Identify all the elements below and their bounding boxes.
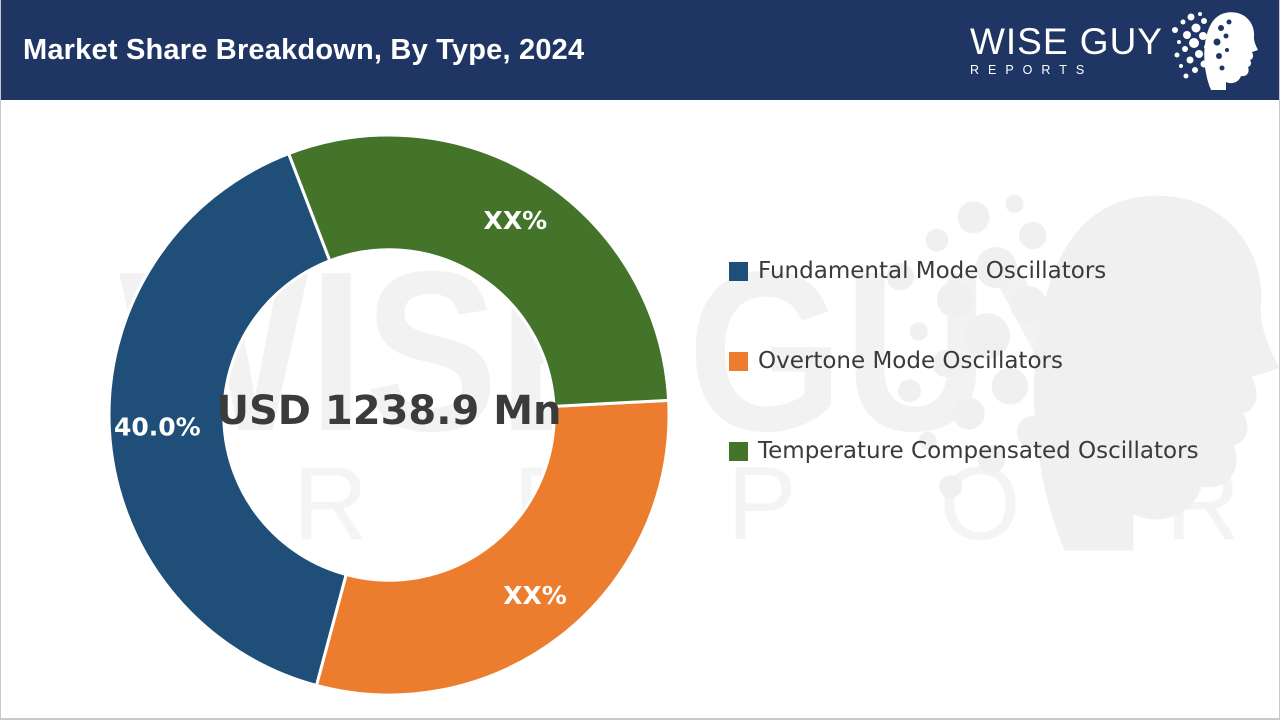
- donut-chart: 40.0% XX% XX%: [107, 133, 671, 697]
- pie-segment-2: [315, 398, 671, 697]
- legend-swatch: [729, 351, 748, 371]
- legend-label: Overtone Mode Oscillators: [758, 348, 1063, 374]
- legend-item: Fundamental Mode Oscillators: [729, 257, 1199, 285]
- logo-text-block: WISE GUY REPORTS: [970, 23, 1163, 77]
- wiseguy-logo: WISE GUY REPORTS: [970, 10, 1261, 90]
- legend-swatch: [729, 261, 748, 281]
- legend-swatch: [729, 441, 748, 461]
- logo-wordmark: WISE GUY: [969, 21, 1163, 62]
- chart-legend: Fundamental Mode Oscillators Overtone Mod…: [729, 257, 1199, 527]
- pie-segment-label: XX%: [503, 581, 567, 610]
- chart-center-value: USD 1238.9 Mn: [216, 388, 562, 434]
- watermark-face-icon: [886, 194, 1279, 551]
- pie-segment-1: [107, 152, 348, 687]
- pie-segment-3: [287, 133, 671, 408]
- pie-segment-label: 40.0%: [114, 413, 201, 442]
- legend-label: Temperature Compensated Oscillators: [758, 438, 1199, 464]
- legend-label: Fundamental Mode Oscillators: [758, 258, 1107, 284]
- logo-face-icon: [1172, 12, 1258, 90]
- page-title: Market Share Breakdown, By Type, 2024: [23, 33, 585, 66]
- legend-item: Temperature Compensated Oscillators: [729, 437, 1199, 465]
- logo-subtext: REPORTS: [969, 63, 1094, 77]
- pie-segment-label: XX%: [484, 206, 548, 235]
- header-bar: Market Share Breakdown, By Type, 2024 WI…: [1, 0, 1279, 100]
- legend-item: Overtone Mode Oscillators: [729, 347, 1199, 375]
